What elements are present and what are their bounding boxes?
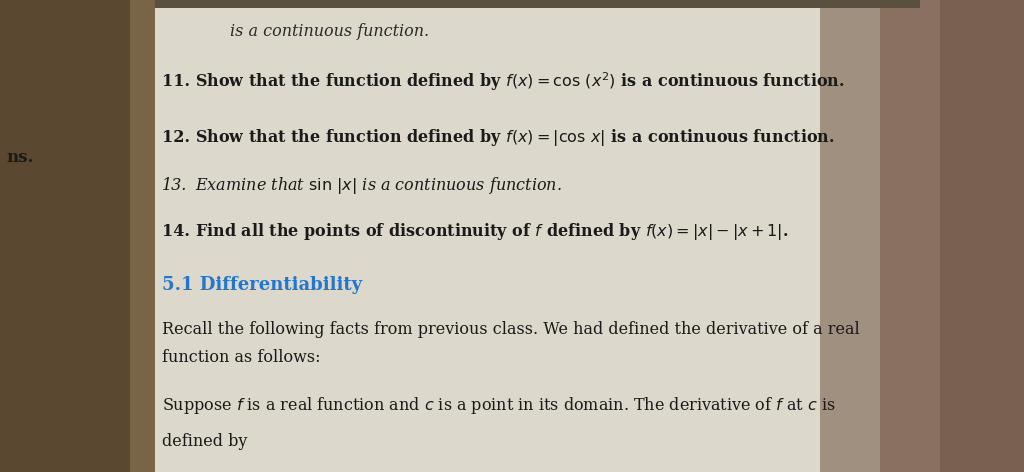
Bar: [155, 0, 835, 472]
Bar: [0, 0, 158, 472]
Bar: [155, 0, 915, 472]
Text: function as follows:: function as follows:: [162, 349, 321, 366]
Text: 12.: 12.: [162, 129, 190, 146]
Bar: [880, 0, 1024, 472]
Text: 13.: 13.: [162, 177, 187, 194]
Text: 5.1 Differentiability: 5.1 Differentiability: [162, 276, 362, 294]
Text: Show that the function defined by $f(x) = |\cos\,x|$ is a continuous function.: Show that the function defined by $f(x) …: [195, 127, 835, 149]
Bar: [940, 0, 1024, 472]
Text: 11.: 11.: [162, 74, 190, 91]
Text: Suppose $f$ is a real function and $c$ is a point in its domain. The derivative : Suppose $f$ is a real function and $c$ i…: [162, 396, 836, 416]
Bar: [155, 0, 920, 8]
Text: defined by: defined by: [162, 433, 248, 450]
Text: Examine that $\sin\,|x|$ is a continuous function.: Examine that $\sin\,|x|$ is a continuous…: [195, 175, 562, 195]
Text: is a continuous function.: is a continuous function.: [230, 24, 429, 41]
Bar: [130, 0, 158, 472]
Bar: [820, 0, 1024, 472]
Text: ns.: ns.: [6, 150, 34, 167]
Text: 14.: 14.: [162, 224, 189, 241]
Text: Show that the function defined by $f(x) = \cos\,(x^2)$ is a continuous function.: Show that the function defined by $f(x) …: [195, 71, 845, 93]
Text: Recall the following facts from previous class. We had defined the derivative of: Recall the following facts from previous…: [162, 321, 860, 338]
Text: Find all the points of discontinuity of $f$ defined by $f(x) = |x| - |x + 1|$.: Find all the points of discontinuity of …: [195, 221, 788, 243]
